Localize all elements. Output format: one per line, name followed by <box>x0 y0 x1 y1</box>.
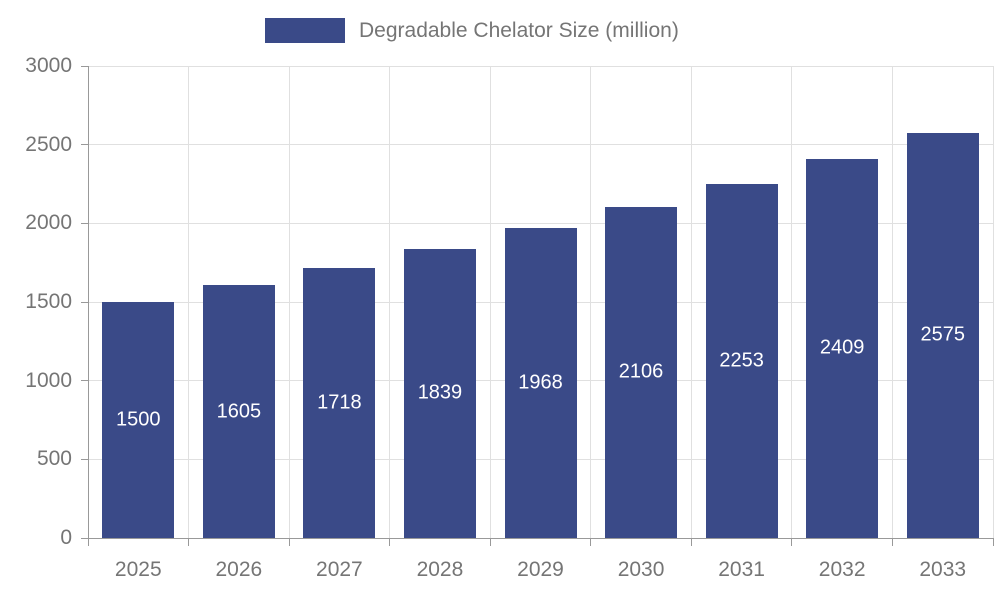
y-axis-tick <box>81 222 88 224</box>
y-tick-label: 500 <box>36 447 72 471</box>
y-tick-label: 1500 <box>25 290 72 313</box>
bar: 1605 <box>202 285 275 538</box>
gridline-vertical <box>992 66 994 538</box>
bar: 1968 <box>504 228 577 538</box>
x-tick-label: 2033 <box>919 558 967 581</box>
y-axis-line <box>88 66 89 538</box>
x-axis-tick <box>791 539 793 546</box>
x-axis-tick <box>590 539 592 546</box>
y-tick-label: 1000 <box>25 368 72 392</box>
x-axis-tick <box>87 539 89 546</box>
bar: 1500 <box>102 302 175 538</box>
y-axis-tick <box>81 380 88 382</box>
y-tick-label: 2500 <box>25 132 72 156</box>
bar: 1839 <box>403 248 476 538</box>
x-tick-label: 2030 <box>617 558 665 581</box>
bar-value-label: 1718 <box>317 391 362 414</box>
gridline-vertical <box>791 66 793 538</box>
y-axis-tick <box>81 301 88 303</box>
x-axis-tick <box>288 539 290 546</box>
bar-value-label: 1839 <box>417 381 463 404</box>
y-tick-label: 2000 <box>25 211 72 235</box>
gridline-vertical <box>690 66 692 538</box>
y-axis-tick <box>81 65 88 67</box>
bar: 1718 <box>303 267 376 538</box>
gridline-horizontal <box>88 144 993 146</box>
gridline-vertical <box>389 66 391 538</box>
x-axis-tick <box>188 539 190 546</box>
x-axis-tick <box>489 539 491 546</box>
legend: Degradable Chelator Size (million) <box>265 18 679 43</box>
bar-value-label: 1500 <box>116 408 161 431</box>
x-tick-label: 2029 <box>517 558 564 581</box>
bar-value-label: 2253 <box>719 349 764 372</box>
legend-label: Degradable Chelator Size (million) <box>359 18 679 42</box>
gridline-horizontal <box>88 222 993 224</box>
bar-value-label: 1968 <box>518 371 563 394</box>
gridline-vertical <box>188 66 190 538</box>
gridline-vertical <box>590 66 592 538</box>
bar: 2253 <box>705 183 778 538</box>
bar-value-label: 1605 <box>216 400 262 423</box>
legend-swatch <box>265 18 345 43</box>
y-axis-tick <box>81 458 88 460</box>
x-tick-label: 2031 <box>718 558 765 581</box>
bar-value-label: 2575 <box>920 323 965 346</box>
gridline-vertical <box>489 66 491 538</box>
bar-value-label: 2106 <box>618 360 664 383</box>
bar-value-label: 2409 <box>819 336 865 359</box>
y-axis-tick <box>81 537 88 539</box>
x-tick-label: 2025 <box>114 558 162 581</box>
x-axis-tick <box>389 539 391 546</box>
x-axis-tick <box>891 539 893 546</box>
bar: 2575 <box>906 132 979 538</box>
y-axis-tick <box>81 144 88 146</box>
x-axis-tick <box>992 539 994 546</box>
gridline-horizontal <box>88 65 993 67</box>
gridline-vertical <box>288 66 290 538</box>
bar: 2106 <box>605 206 678 538</box>
x-tick-label: 2028 <box>416 558 464 581</box>
x-axis-tick <box>690 539 692 546</box>
y-tick-label: 0 <box>60 526 72 549</box>
x-axis-line <box>88 538 994 539</box>
x-tick-label: 2032 <box>818 558 866 581</box>
x-tick-label: 2026 <box>215 558 263 581</box>
x-tick-label: 2027 <box>316 558 363 581</box>
y-tick-label: 3000 <box>25 54 72 77</box>
gridline-vertical <box>891 66 893 538</box>
bar: 2409 <box>806 158 879 538</box>
